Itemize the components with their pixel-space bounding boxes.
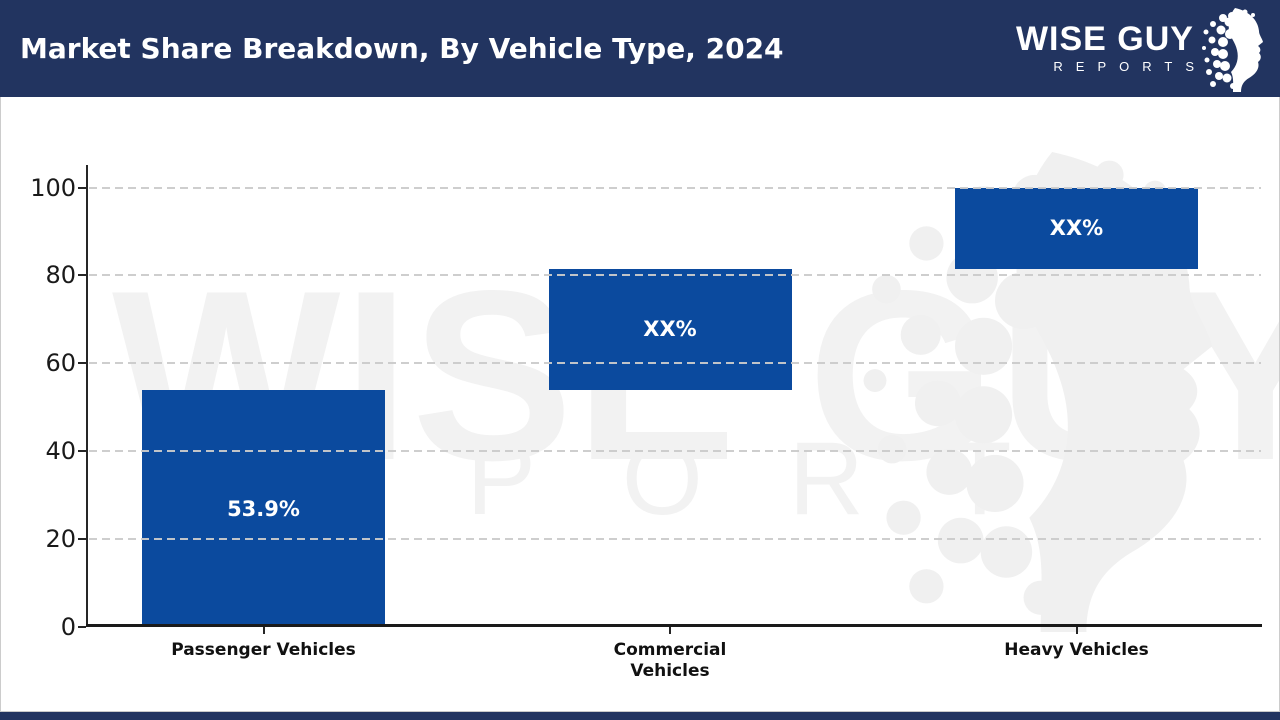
x-category-label: Passenger Vehicles [171,640,356,660]
wiseguy-logo-text: WISE GUY REPORTS [1016,22,1194,74]
x-tick-mark [1075,627,1078,634]
y-axis-line [86,165,88,627]
x-tick-mark [669,627,671,634]
y-tick-label: 40 [45,437,76,466]
y-tick-label: 80 [45,261,76,290]
x-tick-mark [262,627,265,634]
y-tick-mark [78,186,86,189]
y-tick-mark [78,274,86,277]
bar-value-label: XX% [643,317,697,342]
bar-value-label: 53.9% [227,496,300,521]
gridline [89,274,1261,277]
x-category-label: Heavy Vehicles [1004,640,1149,660]
y-tick-mark [78,626,86,628]
y-tick-mark [78,362,86,365]
x-category-label: Commercial Vehicles [613,640,727,681]
logo-brand-subtitle: REPORTS [1053,59,1207,74]
y-tick-mark [78,450,86,453]
frame-border-left [0,97,1,712]
gridline [89,362,1261,365]
y-tick-mark [78,538,86,541]
wiseguy-dotted-head-icon [1198,8,1266,92]
x-axis-line [86,624,1262,627]
y-tick-label: 20 [45,525,76,554]
wiseguy-logo: WISE GUY REPORTS [1016,6,1266,92]
bar-commercial-vehicles [548,268,792,391]
gridline [89,186,1261,189]
bar-value-label: XX% [1049,216,1104,241]
bar-passenger-vehicles [142,390,385,627]
y-tick-label: 100 [30,173,76,202]
gridline [89,538,1261,541]
plot-area: WISE GUY REPORTS 0 20 40 60 80 100 53.9% Passen… [0,97,1280,712]
logo-brand-name: WISE GUY [1015,20,1194,58]
footer-bar [0,711,1280,720]
y-tick-label: 0 [60,613,76,641]
gridline [89,450,1261,453]
y-tick-label: 60 [45,349,76,378]
header-bar: Market Share Breakdown, By Vehicle Type,… [0,0,1280,97]
chart-title: Market Share Breakdown, By Vehicle Type,… [20,32,784,65]
